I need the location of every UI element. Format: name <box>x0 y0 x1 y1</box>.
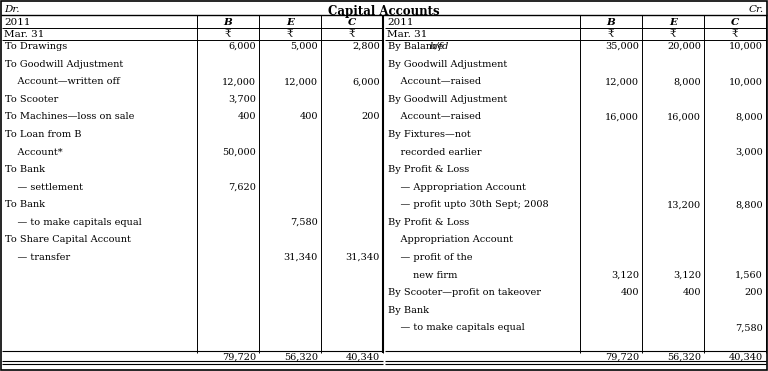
Text: To Bank: To Bank <box>5 165 45 174</box>
Text: 5,000: 5,000 <box>290 42 318 51</box>
Text: 2011: 2011 <box>387 18 413 27</box>
Text: ₹: ₹ <box>670 30 677 39</box>
Text: E: E <box>286 18 294 27</box>
Text: By Profit & Loss: By Profit & Loss <box>388 165 469 174</box>
Text: 10,000: 10,000 <box>729 77 763 86</box>
Text: 12,000: 12,000 <box>222 77 256 86</box>
Text: 31,340: 31,340 <box>283 253 318 262</box>
Text: By Profit & Loss: By Profit & Loss <box>388 218 469 227</box>
Text: 56,320: 56,320 <box>284 353 318 362</box>
Text: 3,700: 3,700 <box>228 95 256 104</box>
Text: B: B <box>223 18 233 27</box>
Text: 7,620: 7,620 <box>228 183 256 192</box>
Text: 12,000: 12,000 <box>605 77 639 86</box>
Text: E: E <box>669 18 677 27</box>
Text: 400: 400 <box>300 112 318 121</box>
Text: 16,000: 16,000 <box>605 112 639 121</box>
Text: To Scooter: To Scooter <box>5 95 58 104</box>
Text: — profit upto 30th Sept; 2008: — profit upto 30th Sept; 2008 <box>388 200 548 209</box>
Text: Mar. 31: Mar. 31 <box>4 30 45 39</box>
Text: ₹: ₹ <box>286 30 293 39</box>
Text: 8,000: 8,000 <box>674 77 701 86</box>
Text: 8,000: 8,000 <box>736 112 763 121</box>
Text: 7,580: 7,580 <box>290 218 318 227</box>
Text: b/fd: b/fd <box>430 42 449 51</box>
Text: By Goodwill Adjustment: By Goodwill Adjustment <box>388 95 507 104</box>
Text: 400: 400 <box>237 112 256 121</box>
Text: recorded earlier: recorded earlier <box>388 148 482 157</box>
Text: By Goodwill Adjustment: By Goodwill Adjustment <box>388 60 507 69</box>
Text: Mar. 31: Mar. 31 <box>387 30 427 39</box>
Text: Account—written off: Account—written off <box>5 77 120 86</box>
Text: ₹: ₹ <box>225 30 231 39</box>
Text: 2,800: 2,800 <box>353 42 380 51</box>
Text: 31,340: 31,340 <box>346 253 380 262</box>
Text: 400: 400 <box>683 288 701 297</box>
Text: 20,000: 20,000 <box>667 42 701 51</box>
Text: — Appropriation Account: — Appropriation Account <box>388 183 526 192</box>
Text: To Share Capital Account: To Share Capital Account <box>5 236 131 244</box>
Text: Account*: Account* <box>5 148 63 157</box>
Text: 3,000: 3,000 <box>735 148 763 157</box>
Text: 8,800: 8,800 <box>736 200 763 209</box>
Text: Dr.: Dr. <box>4 5 19 14</box>
Text: — settlement: — settlement <box>5 183 83 192</box>
Text: To Goodwill Adjustment: To Goodwill Adjustment <box>5 60 123 69</box>
Text: — transfer: — transfer <box>5 253 70 262</box>
Text: To Drawings: To Drawings <box>5 42 68 51</box>
Text: 6,000: 6,000 <box>353 77 380 86</box>
Text: 40,340: 40,340 <box>346 353 380 362</box>
Text: 79,720: 79,720 <box>222 353 256 362</box>
Text: Account—raised: Account—raised <box>388 77 481 86</box>
Text: Cr.: Cr. <box>749 5 764 14</box>
Text: 400: 400 <box>621 288 639 297</box>
Text: 1,560: 1,560 <box>735 271 763 280</box>
Text: C: C <box>731 18 739 27</box>
Text: Capital Accounts: Capital Accounts <box>328 5 440 18</box>
Text: — to make capitals equal: — to make capitals equal <box>5 218 142 227</box>
Text: Account—raised: Account—raised <box>388 112 481 121</box>
Text: By Scooter—profit on takeover: By Scooter—profit on takeover <box>388 288 541 297</box>
Text: 35,000: 35,000 <box>605 42 639 51</box>
Text: 10,000: 10,000 <box>729 42 763 51</box>
Text: B: B <box>607 18 615 27</box>
Text: 56,320: 56,320 <box>667 353 701 362</box>
Text: Appropriation Account: Appropriation Account <box>388 236 513 244</box>
Text: 16,000: 16,000 <box>667 112 701 121</box>
Text: 3,120: 3,120 <box>611 271 639 280</box>
Text: 3,120: 3,120 <box>673 271 701 280</box>
Text: 7,580: 7,580 <box>735 324 763 332</box>
Text: 6,000: 6,000 <box>228 42 256 51</box>
Text: ₹: ₹ <box>732 30 738 39</box>
Text: To Bank: To Bank <box>5 200 45 209</box>
Text: To Machines—loss on sale: To Machines—loss on sale <box>5 112 134 121</box>
Text: To Loan from B: To Loan from B <box>5 130 81 139</box>
Text: new firm: new firm <box>388 271 458 280</box>
Text: 50,000: 50,000 <box>222 148 256 157</box>
Text: ₹: ₹ <box>349 30 356 39</box>
Text: By Balance: By Balance <box>388 42 446 51</box>
Text: 13,200: 13,200 <box>667 200 701 209</box>
Text: 12,000: 12,000 <box>284 77 318 86</box>
Text: 200: 200 <box>362 112 380 121</box>
Text: — profit of the: — profit of the <box>388 253 472 262</box>
Text: C: C <box>348 18 356 27</box>
Text: 40,340: 40,340 <box>729 353 763 362</box>
Text: 2011: 2011 <box>4 18 31 27</box>
Text: 79,720: 79,720 <box>605 353 639 362</box>
Text: By Bank: By Bank <box>388 306 429 315</box>
Text: — to make capitals equal: — to make capitals equal <box>388 324 525 332</box>
Text: By Fixtures—not: By Fixtures—not <box>388 130 471 139</box>
Text: 200: 200 <box>744 288 763 297</box>
Text: ₹: ₹ <box>607 30 614 39</box>
